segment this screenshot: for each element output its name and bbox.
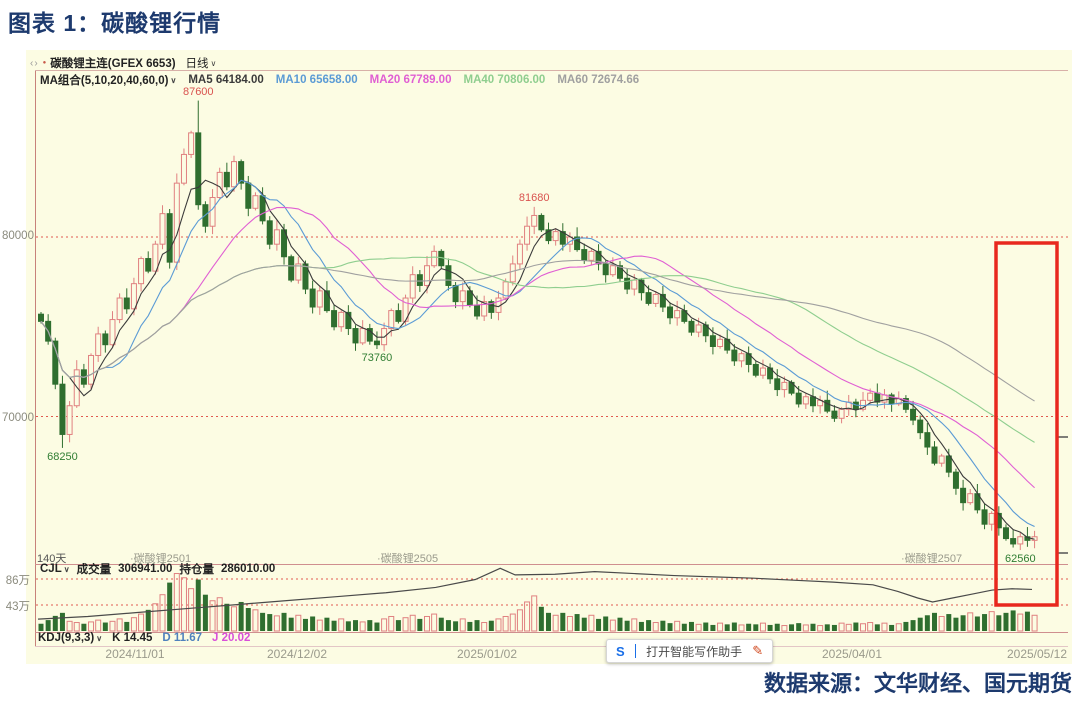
ma40-value: MA40 70806.00 (463, 74, 546, 86)
ma10-value: MA10 65658.00 (275, 74, 358, 86)
cjl-indicator-row: CJL ∨ 成交量 306941.00 持仓量 286010.00 (40, 561, 275, 577)
price-axis-80000: 80000 (2, 230, 34, 242)
text-cursor (634, 644, 637, 658)
kdj-label: KDJ(9,3,3) (38, 632, 95, 644)
figure-title: 图表 1：碳酸锂行情 (8, 10, 222, 36)
nav-arrows-icon[interactable]: ‹› (30, 57, 39, 69)
price-axis-70000: 70000 (2, 412, 34, 424)
kdj-k-value: K 14.45 (112, 632, 153, 644)
instrument-header: ‹› ● 碳酸锂主连(GFEX 6653) 日线 ∨ (30, 55, 216, 71)
price-extreme-label: 73760 (361, 352, 393, 364)
popup-s-text: S (616, 643, 625, 659)
period-selector[interactable]: 日线 ∨ (186, 55, 217, 71)
chevron-down-icon: ∨ (63, 564, 70, 574)
ma5-value: MA5 64184.00 (188, 74, 264, 86)
volume-value: 306941.00 (118, 563, 173, 575)
cjl-dropdown[interactable]: CJL ∨ (40, 563, 70, 575)
oi-label: 持仓量 (179, 564, 214, 576)
cjl-label: CJL (40, 563, 62, 575)
kdj-j-value: J 20.02 (212, 632, 251, 644)
kdj-indicator-row: KDJ(9,3,3) ∨ K 14.45 D 11.67 J 20.02 (38, 632, 250, 644)
price-extreme-label: 68250 (47, 450, 78, 463)
x-axis-date: 2025/05/12 (1006, 647, 1068, 661)
writing-assistant-popup[interactable]: S 打开智能写作助手 ✎ (606, 639, 774, 663)
volume-label: 成交量 (76, 564, 112, 576)
ma60-value: MA60 72674.66 (557, 74, 640, 86)
x-axis-date: 2025/01/02 (456, 647, 518, 661)
kdj-dropdown[interactable]: KDJ(9,3,3) ∨ (38, 632, 102, 644)
volume-axis-43: 43万 (5, 601, 30, 613)
chevron-down-icon: ∨ (96, 633, 103, 643)
period-label: 日线 (185, 58, 209, 70)
contract-marker-2505: ·碳酸锂2505 (377, 553, 439, 565)
popup-label[interactable]: 打开智能写作助手 (646, 644, 743, 659)
bars-count-label[interactable]: 140天 (37, 553, 67, 565)
price-extreme-label: 62560 (1004, 553, 1036, 566)
instrument-dot-icon: ● (42, 60, 47, 66)
data-source: 数据来源：文华财经、国元期货 (763, 671, 1072, 696)
x-axis-date: 2025/04/01 (821, 647, 883, 661)
instrument-name[interactable]: 碳酸锂主连(GFEX 6653) (50, 58, 176, 70)
ma-settings-label: MA组合(5,10,20,40,60,0) (40, 75, 169, 87)
pen-icon: ✎ (752, 643, 764, 658)
contract-marker-2501: ·碳酸锂2501 (130, 553, 192, 565)
ma20-value: MA20 67789.00 (369, 74, 452, 86)
x-axis-date: 2024/12/02 (266, 647, 328, 661)
chevron-down-icon: ∨ (170, 75, 177, 85)
volume-axis-86: 86万 (5, 575, 30, 587)
x-axis-date: 2024/11/01 (105, 647, 165, 661)
contract-marker-2507: ·碳酸锂2507 (901, 553, 963, 565)
chevron-down-icon: ∨ (210, 58, 217, 68)
price-extreme-label: 87600 (182, 85, 214, 98)
price-extreme-label: 81680 (518, 191, 550, 204)
ma-header: MA组合(5,10,20,40,60,0) ∨ MA5 64184.00 MA1… (40, 72, 639, 88)
kdj-d-value: D 11.67 (162, 632, 203, 644)
oi-value: 286010.00 (220, 563, 276, 575)
ma-settings-dropdown[interactable]: MA组合(5,10,20,40,60,0) ∨ (40, 72, 176, 88)
